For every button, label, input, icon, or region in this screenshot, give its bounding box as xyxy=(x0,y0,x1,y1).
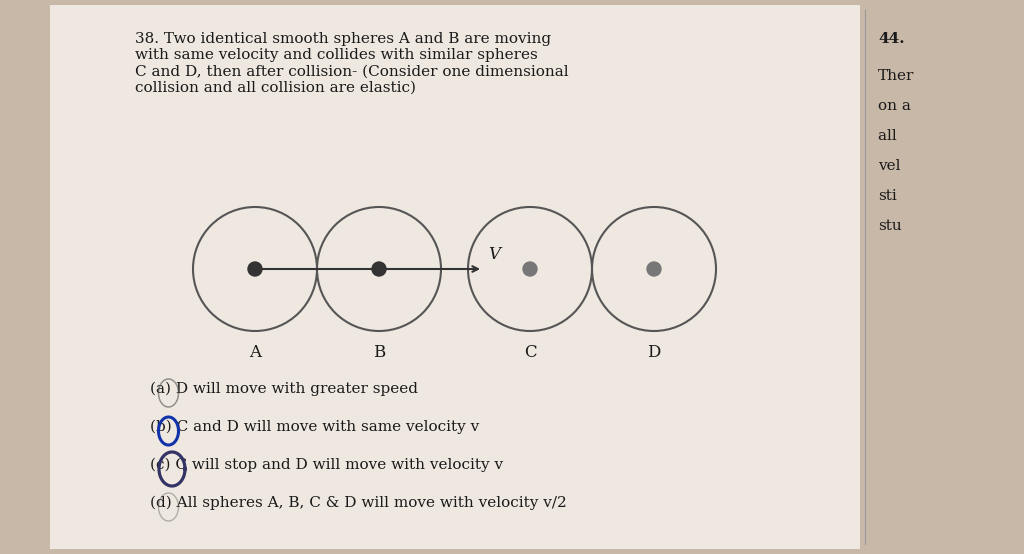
Text: (d) All spheres A, B, C & D will move with velocity v/2: (d) All spheres A, B, C & D will move wi… xyxy=(150,496,566,510)
Text: C: C xyxy=(523,344,537,361)
Text: D: D xyxy=(647,344,660,361)
Text: Ther: Ther xyxy=(878,69,914,83)
Text: 44.: 44. xyxy=(878,32,904,46)
Text: all: all xyxy=(878,129,901,143)
Text: (c) C will stop and D will move with velocity v: (c) C will stop and D will move with vel… xyxy=(150,458,503,473)
Text: (a) D will move with greater speed: (a) D will move with greater speed xyxy=(150,382,418,397)
Text: (b) C and D will move with same velocity v: (b) C and D will move with same velocity… xyxy=(150,420,479,434)
Text: sti: sti xyxy=(878,189,897,203)
FancyBboxPatch shape xyxy=(860,5,1024,549)
Text: 38. Two identical smooth spheres A and B are moving
with same velocity and colli: 38. Two identical smooth spheres A and B… xyxy=(135,32,568,95)
Text: B: B xyxy=(373,344,385,361)
Circle shape xyxy=(523,262,537,276)
Text: on a: on a xyxy=(878,99,911,113)
FancyBboxPatch shape xyxy=(50,5,860,549)
Text: A: A xyxy=(249,344,261,361)
Circle shape xyxy=(647,262,662,276)
Circle shape xyxy=(372,262,386,276)
Text: V: V xyxy=(488,246,500,263)
Text: stu: stu xyxy=(878,219,902,233)
Text: vel: vel xyxy=(878,159,900,173)
Circle shape xyxy=(248,262,262,276)
